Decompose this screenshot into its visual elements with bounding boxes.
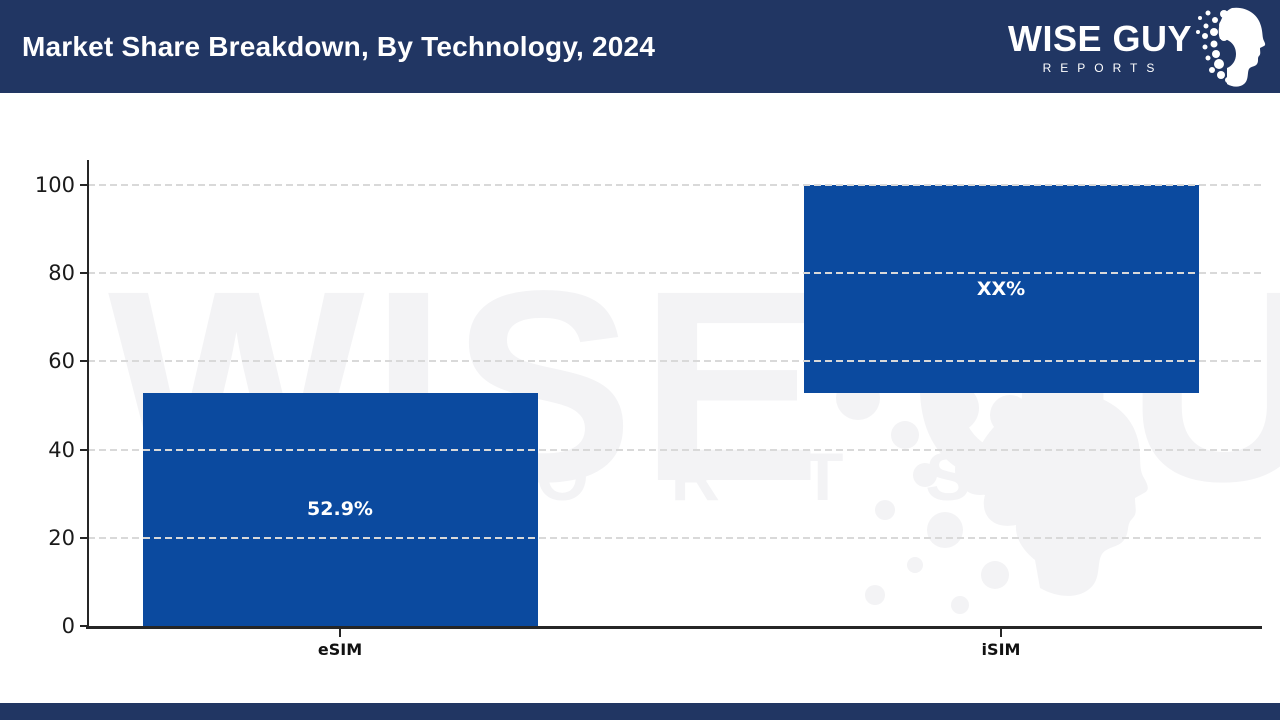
gridline-60 bbox=[88, 360, 1262, 363]
gridline-20 bbox=[88, 536, 1262, 539]
wiseguy-head-icon bbox=[1196, 7, 1266, 87]
bar-isim bbox=[803, 185, 1199, 393]
bar-value-label-isim: XX% bbox=[976, 277, 1026, 300]
y-tick-40 bbox=[80, 448, 87, 451]
y-tick-label-40: 40 bbox=[48, 437, 75, 462]
watermark-head-icon bbox=[836, 380, 1148, 614]
x-tick-isim bbox=[1000, 629, 1002, 637]
y-tick-label-60: 60 bbox=[48, 349, 75, 374]
y-tick-60 bbox=[80, 360, 87, 363]
x-axis-label-isim: iSIM bbox=[981, 640, 1021, 659]
chart-area: 52.9% XX% 0 20 40 60 80 100 eSIM iSIM bbox=[0, 93, 1280, 703]
y-tick-label-0: 0 bbox=[61, 614, 75, 638]
brand-text: WISE GUY REPORTS bbox=[1007, 18, 1192, 76]
header-bar: Market Share Breakdown, By Technology, 2… bbox=[0, 0, 1280, 93]
y-tick-0 bbox=[80, 625, 87, 627]
y-tick-label-20: 20 bbox=[48, 525, 75, 550]
y-axis-line bbox=[87, 160, 89, 628]
x-tick-esim bbox=[339, 629, 341, 637]
gridline-80 bbox=[88, 272, 1262, 275]
y-tick-label-80: 80 bbox=[48, 261, 75, 286]
x-axis-line bbox=[86, 626, 1262, 629]
footer-bar bbox=[0, 703, 1280, 720]
page-title: Market Share Breakdown, By Technology, 2… bbox=[22, 30, 656, 62]
x-axis-label-esim: eSIM bbox=[317, 640, 363, 659]
y-tick-80 bbox=[80, 272, 87, 275]
brand-logo: WISE GUY REPORTS bbox=[1008, 6, 1266, 90]
brand-reports-label: REPORTS bbox=[1042, 61, 1164, 75]
brand-wordmark: WISE GUY bbox=[1007, 18, 1192, 59]
y-tick-label-100: 100 bbox=[34, 173, 75, 197]
bar-esim bbox=[142, 392, 538, 626]
gridline-100 bbox=[88, 184, 1262, 186]
gridline-40 bbox=[88, 448, 1262, 451]
bar-value-label-esim: 52.9% bbox=[307, 498, 373, 521]
y-tick-20 bbox=[80, 536, 87, 539]
y-tick-100 bbox=[80, 184, 87, 186]
